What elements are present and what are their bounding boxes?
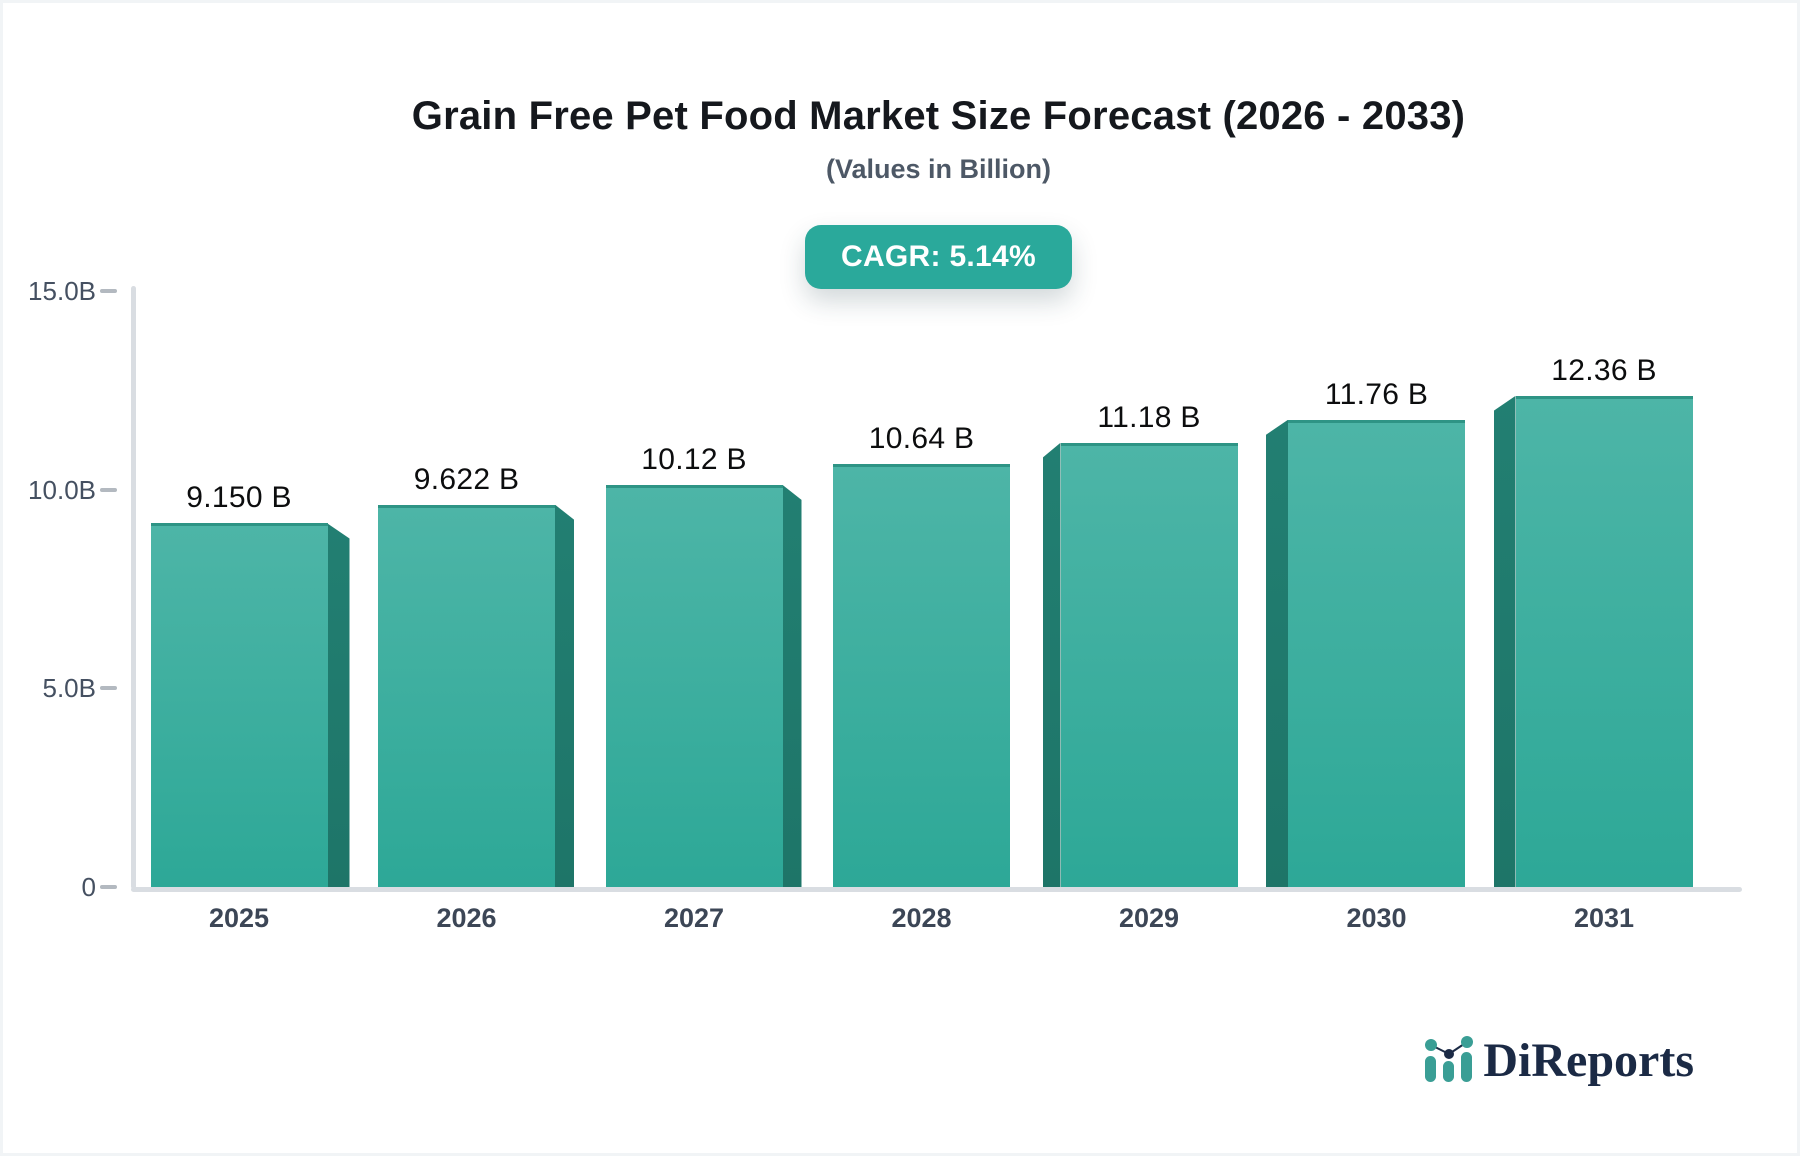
x-axis-line (131, 887, 1742, 892)
bar-2031 (1515, 395, 1693, 887)
y-axis-line (131, 286, 136, 889)
bar-line-chart-icon (1423, 1028, 1475, 1087)
bar-2029 (1060, 442, 1238, 887)
x-tick-label-2031: 2031 (1573, 903, 1635, 933)
bar-side-2025 (327, 523, 350, 887)
direports-logo: DiReports (1423, 1028, 1694, 1087)
bar-side-2031 (1493, 395, 1516, 887)
bar-value-label-2026: 9.622 B (413, 462, 520, 496)
page-title: Grain Free Pet Food Market Size Forecast… (411, 94, 1466, 138)
bar-value-label-2031: 12.36 B (1551, 353, 1657, 387)
y-tick-label-10.0B: 10.0B (28, 474, 96, 505)
bar-value-label-2027: 10.12 B (641, 442, 747, 476)
x-tick-label-2026: 2026 (436, 903, 497, 933)
bar-value-label-2025: 9.150 B (186, 481, 292, 515)
x-tick-label-2025: 2025 (208, 903, 270, 933)
bar-side-2030 (1266, 419, 1288, 887)
y-tick-dash-5.0B (100, 686, 117, 691)
bar-2027 (605, 484, 783, 887)
bar-value-label-2029: 11.18 B (1097, 400, 1201, 434)
cagr-badge: CAGR: 5.14% (804, 225, 1073, 289)
y-tick-label-5.0B: 5.0B (42, 673, 97, 704)
x-tick-label-2030: 2030 (1346, 903, 1407, 933)
y-tick-dash-15.0B (100, 289, 117, 293)
bar-2026 (378, 504, 555, 887)
x-tick-label-2029: 2029 (1118, 903, 1180, 933)
bar-2028 (833, 464, 1010, 887)
chart-subtitle: (Values in Billion) (825, 154, 1052, 184)
chart-header: Grain Free Pet Food Market Size Forecast… (135, 0, 1742, 289)
bar-2025 (150, 523, 328, 887)
x-tick-label-2028: 2028 (891, 903, 952, 933)
bar-side-2029 (1042, 442, 1061, 887)
y-tick-label-15.0B: 15.0B (28, 276, 96, 306)
bar-2030 (1288, 419, 1465, 887)
bar-side-2027 (782, 484, 802, 887)
y-tick-dash-10.0B (100, 487, 117, 492)
bar-value-label-2030: 11.76 B (1324, 377, 1429, 411)
logo-text: DiReports (1483, 1034, 1694, 1087)
y-tick-dash-0 (100, 885, 117, 889)
y-tick-label-0: 0 (81, 872, 96, 902)
x-tick-label-2027: 2027 (663, 903, 725, 933)
bar-value-label-2028: 10.64 B (868, 422, 975, 456)
bar-side-2026 (555, 504, 574, 887)
